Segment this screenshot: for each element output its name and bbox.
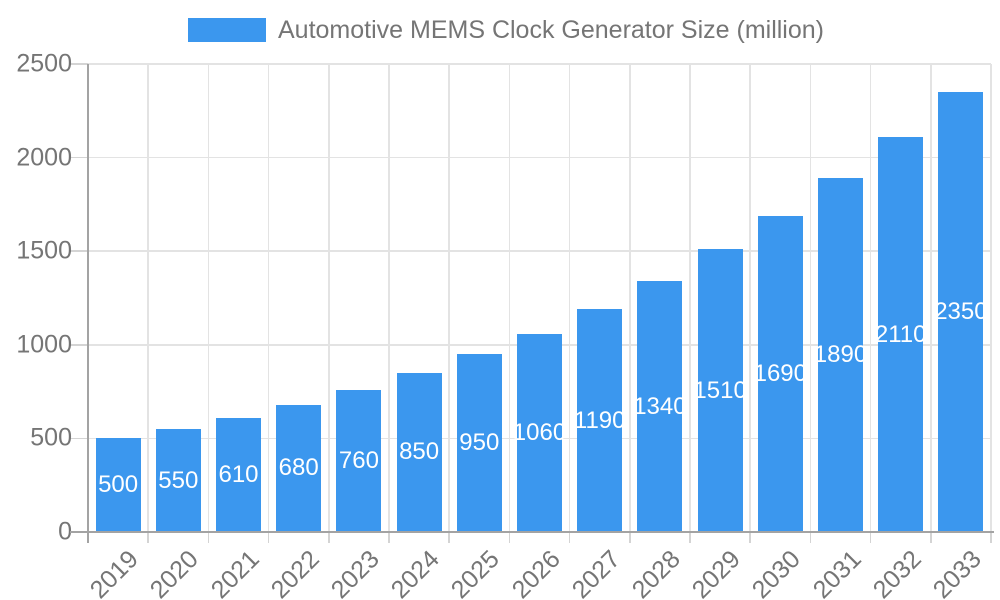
- x-axis-tick: [990, 532, 992, 543]
- y-axis-tick-label: 1000: [16, 330, 72, 359]
- x-axis-tick-label: 2030: [746, 545, 807, 600]
- bar[interactable]: [697, 249, 743, 532]
- bar[interactable]: [878, 137, 924, 532]
- bar[interactable]: [637, 281, 683, 532]
- bar[interactable]: [216, 417, 261, 532]
- x-axis-tick: [328, 532, 330, 543]
- bar[interactable]: [336, 389, 382, 532]
- x-axis-tick-label: 2026: [506, 545, 566, 600]
- bar[interactable]: [155, 429, 201, 532]
- x-axis-tick: [629, 532, 631, 543]
- y-axis-tick-label: 0: [58, 517, 72, 546]
- x-axis-tick: [388, 532, 390, 543]
- y-axis-tick-label: 2000: [16, 143, 72, 172]
- gridline-vertical: [809, 64, 812, 532]
- gridline-vertical: [508, 64, 511, 532]
- gridline-vertical: [990, 64, 992, 532]
- bar[interactable]: [517, 333, 562, 532]
- gridline-horizontal: [88, 156, 991, 159]
- x-axis-tick: [689, 532, 691, 543]
- bar[interactable]: [456, 354, 502, 532]
- x-axis-tick: [809, 532, 812, 543]
- gridline-vertical: [689, 64, 691, 532]
- gridline-vertical: [448, 64, 450, 532]
- x-axis-tick: [267, 532, 270, 543]
- legend-swatch-icon: [188, 18, 266, 42]
- y-axis-tick: [70, 437, 88, 440]
- x-axis-tick-label: 2025: [445, 545, 506, 600]
- x-axis-line: [70, 531, 994, 533]
- x-axis-tick: [930, 532, 932, 543]
- x-axis-tick-label: 2023: [325, 545, 385, 600]
- bar[interactable]: [757, 215, 803, 532]
- x-axis-tick-label: 2031: [807, 545, 867, 600]
- gridline-horizontal: [88, 63, 991, 65]
- y-axis-tick: [70, 156, 88, 159]
- legend-label: Automotive MEMS Clock Generator Size (mi…: [278, 15, 824, 44]
- x-axis-tick-label: 2028: [626, 545, 686, 600]
- x-axis-tick-label: 2019: [84, 545, 144, 600]
- x-axis-tick: [568, 532, 571, 543]
- y-axis-line: [87, 64, 89, 543]
- bar[interactable]: [95, 438, 141, 532]
- gridline-vertical: [568, 64, 571, 532]
- x-axis-tick: [869, 532, 872, 543]
- y-axis-tick: [70, 250, 88, 252]
- y-axis-tick: [70, 63, 88, 65]
- gridline-vertical: [930, 64, 932, 532]
- x-axis-tick-label: 2020: [144, 545, 205, 600]
- x-axis-tick: [147, 532, 149, 543]
- x-axis-tick-label: 2021: [205, 545, 265, 600]
- y-axis-tick-label: 1500: [16, 236, 72, 265]
- bar[interactable]: [577, 309, 623, 532]
- legend-item[interactable]: Automotive MEMS Clock Generator Size (mi…: [188, 16, 824, 44]
- x-axis-tick: [448, 532, 450, 543]
- x-axis-tick-label: 2029: [686, 545, 746, 600]
- gridline-vertical: [629, 64, 631, 532]
- x-axis-tick-label: 2033: [927, 545, 987, 600]
- gridline-vertical: [147, 64, 149, 532]
- gridline-vertical: [328, 64, 330, 532]
- bar[interactable]: [818, 178, 863, 532]
- bar[interactable]: [276, 404, 322, 532]
- bar[interactable]: [938, 92, 984, 532]
- x-axis-tick: [207, 532, 210, 543]
- x-axis-tick-label: 2027: [566, 545, 626, 600]
- gridline-vertical: [207, 64, 210, 532]
- x-axis-tick-label: 2022: [265, 545, 325, 600]
- x-axis-tick-label: 2032: [867, 545, 927, 600]
- bar[interactable]: [396, 372, 442, 532]
- y-axis-tick-label: 500: [30, 423, 72, 452]
- x-axis-tick: [749, 532, 751, 543]
- gridline-vertical: [267, 64, 270, 532]
- gridline-horizontal: [88, 250, 991, 252]
- x-axis-tick-label: 2024: [385, 545, 445, 600]
- gridline-vertical: [869, 64, 872, 532]
- y-axis-tick: [70, 344, 88, 346]
- y-axis-tick-label: 2500: [16, 49, 72, 78]
- gridline-vertical: [749, 64, 751, 532]
- gridline-vertical: [388, 64, 390, 532]
- x-axis-tick: [508, 532, 511, 543]
